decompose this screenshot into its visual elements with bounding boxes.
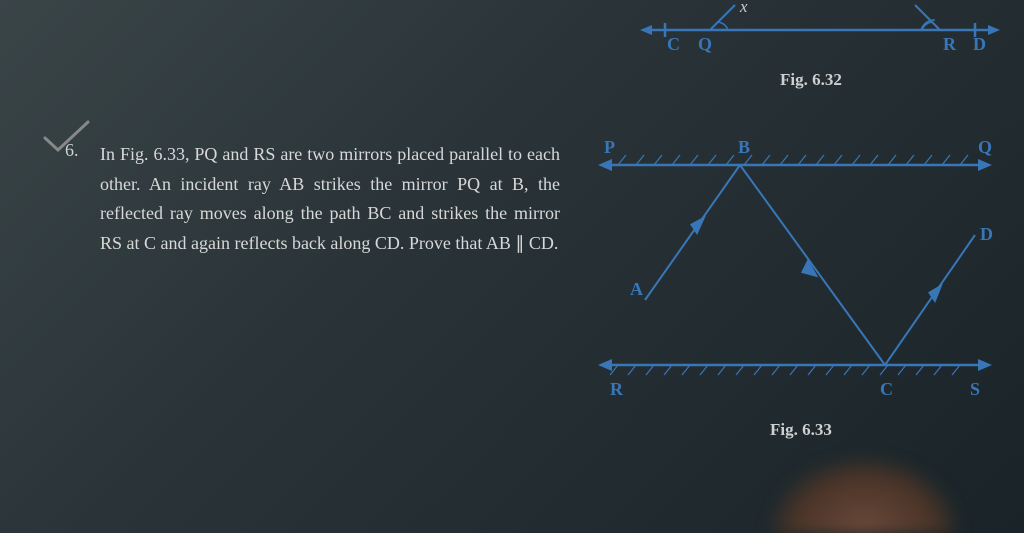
label-P: P	[604, 137, 615, 157]
label-C-top: C	[667, 34, 680, 54]
question-number: 6.	[65, 140, 79, 161]
figure-632-partial: x C Q R D	[640, 0, 1000, 60]
label-S: S	[970, 379, 980, 399]
label-C: C	[880, 379, 893, 399]
question-6: 6. In Fig. 6.33, PQ and RS are two mirro…	[100, 140, 560, 259]
finger-shadow	[764, 453, 964, 533]
fig632-caption: Fig. 6.32	[780, 70, 842, 90]
hatch-bottom	[610, 365, 960, 375]
fig632-svg: x C Q R D	[640, 0, 1000, 60]
textbook-page: x C Q R D Fig. 6.32 6. In Fig. 6.33, PQ …	[0, 0, 1024, 533]
fig633-svg: P B Q A D R C S	[590, 125, 1000, 405]
label-A: A	[630, 279, 643, 299]
label-D: D	[980, 224, 993, 244]
label-D-top: D	[973, 34, 986, 54]
label-B: B	[738, 137, 750, 157]
label-R-top: R	[943, 34, 957, 54]
question-text: In Fig. 6.33, PQ and RS are two mirrors …	[100, 140, 560, 259]
hatch-top	[618, 155, 968, 165]
figure-633: P B Q A D R C S	[590, 125, 1000, 405]
label-R: R	[610, 379, 624, 399]
label-Q-top: Q	[698, 34, 712, 54]
label-Q: Q	[978, 137, 992, 157]
fig633-caption: Fig. 6.33	[770, 420, 832, 440]
label-x: x	[739, 0, 748, 16]
